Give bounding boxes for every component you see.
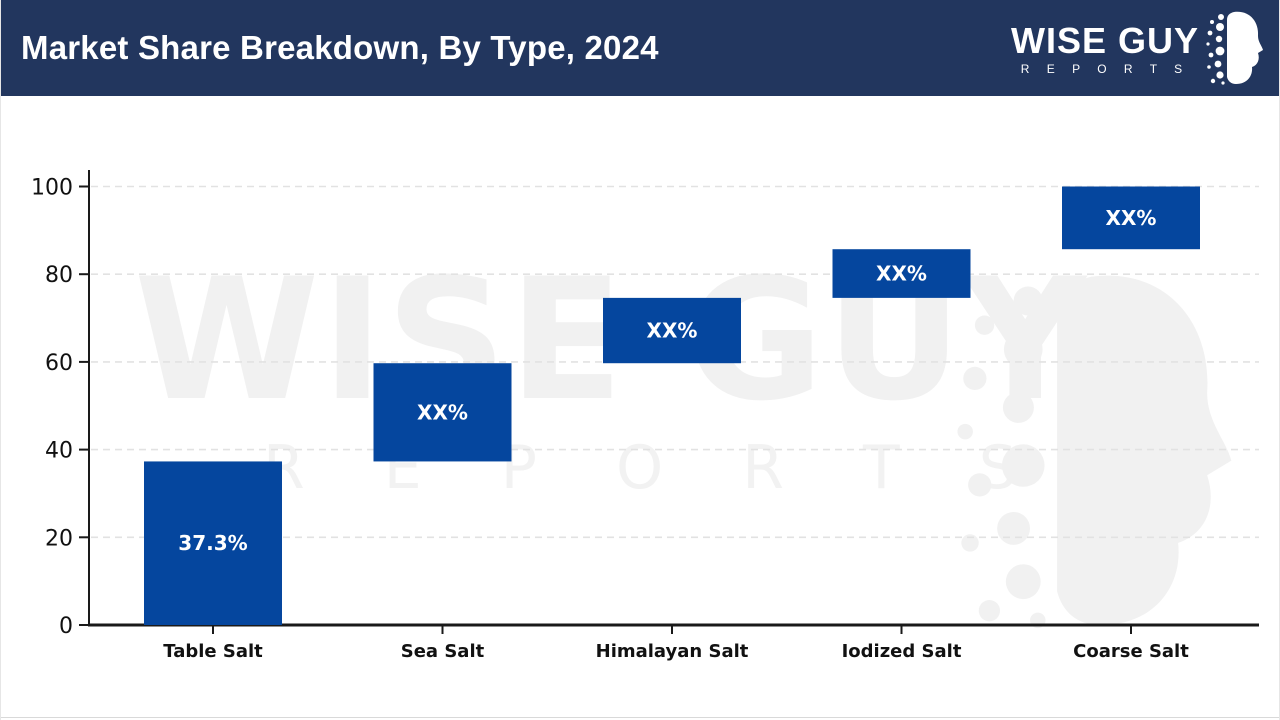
bar-value-label-3: XX% [876,262,927,286]
y-tick-label-100: 100 [31,176,73,201]
x-category-label-0: Table Salt [163,641,263,662]
x-category-label-1: Sea Salt [401,641,485,662]
brand-subtitle: R E P O R T S [1020,62,1190,76]
y-tick-label-40: 40 [45,439,73,464]
bar-iodized-salt [832,249,971,298]
brand-logo: WISE GUY R E P O R T S [1011,9,1265,87]
bar-himalayan-salt [603,297,741,364]
y-tick-label-60: 60 [45,351,73,376]
x-category-label-2: Himalayan Salt [596,641,749,662]
brand-name: WISE GUY [1010,19,1199,61]
chart-area: WISE GUY R E P O R T S 0 20 40 60 80 100 37.3%… [1,96,1279,720]
y-tick-label-80: 80 [45,263,73,288]
bar-table-salt [144,461,282,625]
bar-coarse-salt [1062,186,1200,250]
bar-value-label-4: XX% [1106,206,1157,230]
brand-logo-text: WISE GUY R E P O R T S [1011,20,1199,77]
bar-sea-salt [373,363,512,462]
brand-face-icon [1206,11,1263,85]
x-category-label-3: Iodized Salt [842,641,962,662]
y-tick-label-20: 20 [45,526,73,551]
bar-value-label-2: XX% [647,319,698,343]
bar-value-label-0: 37.3% [178,531,247,555]
bar-value-label-1: XX% [417,400,468,424]
x-category-label-4: Coarse Salt [1073,641,1189,662]
header-band: Market Share Breakdown, By Type, 2024 WI… [1,0,1279,96]
page-title: Market Share Breakdown, By Type, 2024 [21,29,659,66]
y-tick-label-0: 0 [59,614,73,639]
bottom-border-line [1,717,1279,718]
